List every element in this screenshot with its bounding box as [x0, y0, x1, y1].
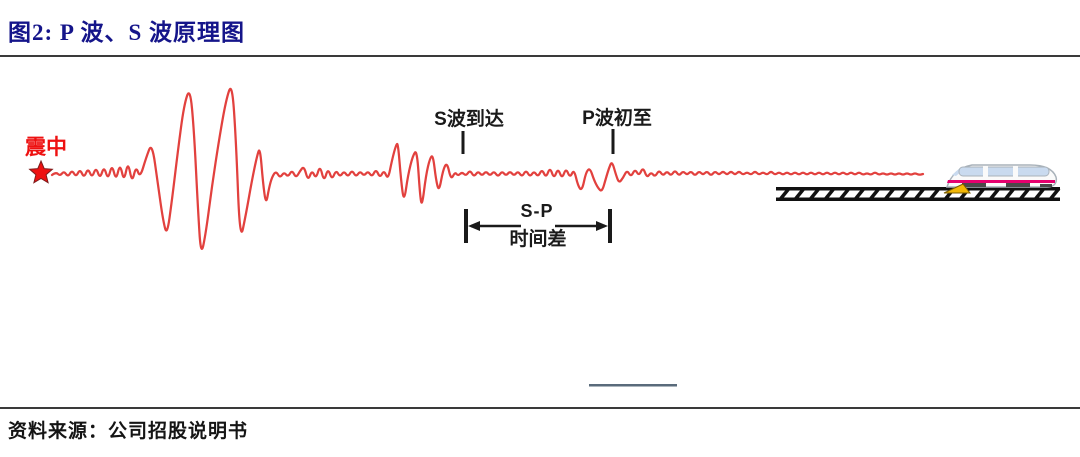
train-bogie [1006, 183, 1030, 187]
track-tie [1003, 187, 1016, 201]
seismic-waveform [50, 87, 925, 250]
sp-arrow-right-head [596, 221, 608, 231]
train-bogie [962, 183, 986, 187]
p-wave-arrival-label: P波初至 [582, 108, 652, 129]
track-top-rail [776, 187, 1060, 191]
title-underline [0, 55, 1080, 57]
track-tie [1048, 187, 1061, 201]
train-car-joint [983, 166, 988, 177]
short-divider-line [589, 384, 677, 387]
train-window-band [958, 166, 1050, 177]
sp-label: S-P [520, 201, 554, 221]
figure-title: 图2: P 波、S 波原理图 [8, 20, 245, 45]
s-wave-arrival-label: S波到达 [434, 109, 504, 130]
track-tie [793, 187, 806, 201]
source-text: 资料来源：公司招股说明书 [8, 421, 249, 442]
track-tie [988, 187, 1001, 201]
train-stripe [947, 180, 1055, 183]
track-tie [808, 187, 821, 201]
track-bottom-rail [776, 197, 1060, 201]
epicenter-label: 震中 [25, 136, 67, 159]
track-tie [928, 187, 941, 201]
train-bogie [1040, 184, 1052, 187]
footer-rule [0, 407, 1080, 409]
sp-time-difference-label: 时间差 [509, 229, 567, 250]
train-car-joint [1013, 166, 1018, 177]
track-tie [973, 187, 986, 201]
epicenter-star-icon [28, 159, 54, 184]
track-tie [1033, 187, 1046, 201]
track-tie [838, 187, 851, 201]
train-icon [943, 164, 1058, 194]
track-tie [823, 187, 836, 201]
generated-diagram-layer [28, 87, 1061, 387]
sensor-wedge-icon [943, 183, 972, 194]
track-tie [868, 187, 881, 201]
track-tie [1018, 187, 1031, 201]
track-tie [913, 187, 926, 201]
track-tie [853, 187, 866, 201]
track-tie [778, 187, 791, 201]
track-tie [898, 187, 911, 201]
track-tie [883, 187, 896, 201]
sp-arrow-left-head [468, 221, 480, 231]
